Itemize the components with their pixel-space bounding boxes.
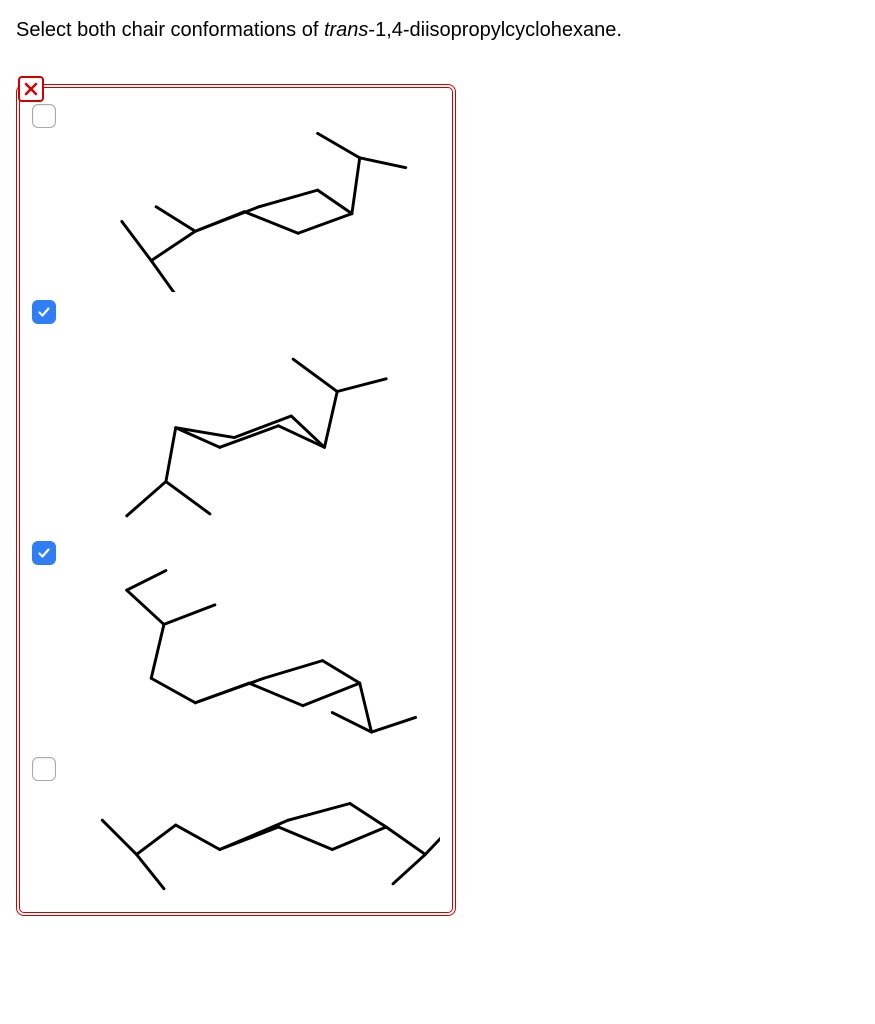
molecule-4 (68, 755, 440, 900)
question-prefix: Select both chair conformations of (16, 19, 324, 41)
option-2 (32, 298, 440, 533)
option-3 (32, 539, 440, 749)
checkbox-option-2[interactable] (32, 300, 56, 324)
incorrect-badge (18, 76, 44, 102)
molecule-3 (68, 539, 440, 749)
checkbox-option-1[interactable] (32, 104, 56, 128)
answer-container (16, 84, 456, 916)
question-italic: trans (324, 19, 368, 41)
molecule-1 (68, 102, 440, 292)
x-icon (24, 82, 38, 96)
question-suffix: -1,4-diisopropylcyclohexane. (368, 19, 621, 41)
option-4 (32, 755, 440, 900)
molecule-2 (68, 298, 440, 533)
checkmark-icon (37, 546, 51, 560)
checkbox-option-4[interactable] (32, 757, 56, 781)
checkmark-icon (37, 305, 51, 319)
checkbox-option-3[interactable] (32, 541, 56, 565)
option-1 (32, 102, 440, 292)
question-text: Select both chair conformations of trans… (16, 16, 859, 44)
